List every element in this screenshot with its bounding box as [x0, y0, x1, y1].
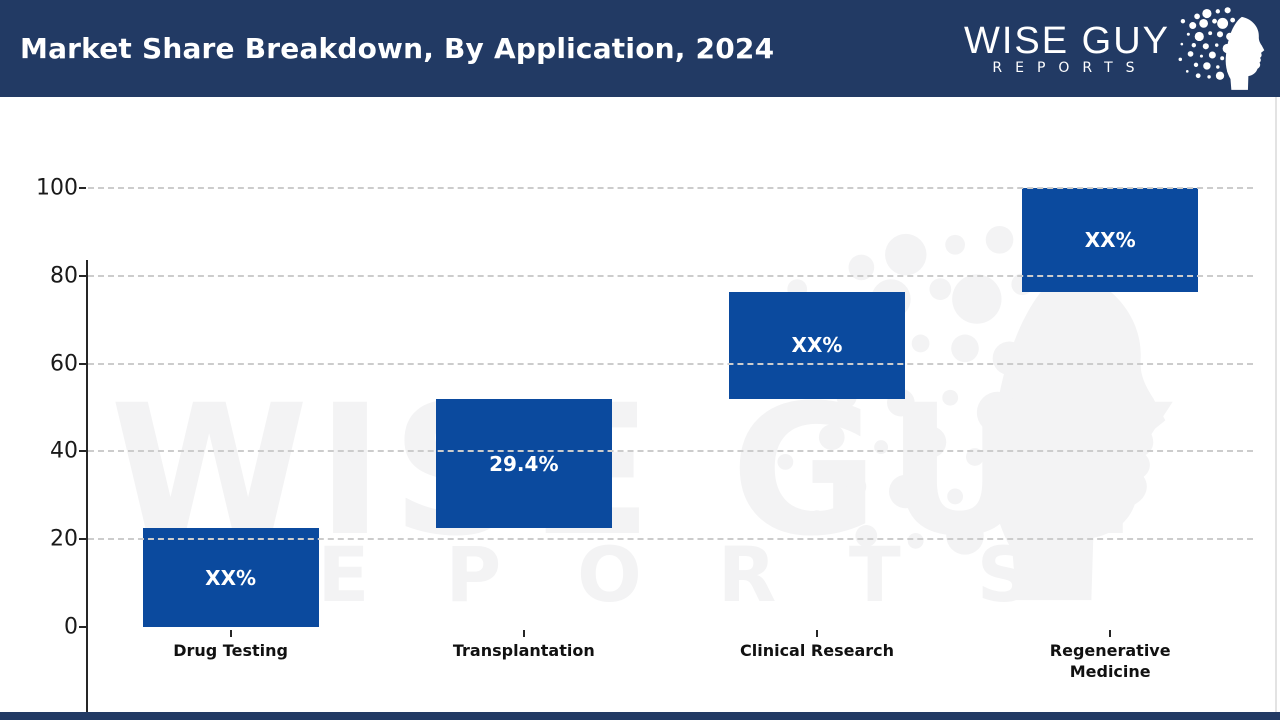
y-axis-line [86, 260, 88, 720]
watermark-subbrand-text: REPORTS [183, 530, 1108, 619]
header-bar: Market Share Breakdown, By Application, … [0, 0, 1280, 97]
gridline-100 [88, 187, 1253, 189]
y-tick-label-20: 20 [50, 526, 78, 552]
chart-area: WISE GUY REPORTS XX% 29.4% XX% XX% 0 20 40 60 8… [0, 97, 1280, 720]
brand-name: WISE GUY [963, 19, 1170, 62]
bar-transplantation [435, 399, 612, 529]
y-tick-label-80: 80 [50, 263, 78, 289]
page-title: Market Share Breakdown, By Application, … [20, 32, 775, 65]
bar-clinical-research [729, 291, 905, 400]
gridline-20 [88, 538, 1253, 541]
y-tick-mark-0 [79, 626, 86, 628]
y-tick-label-0: 0 [64, 614, 78, 640]
x-tick-label-transplantation: Transplantation [452, 641, 595, 660]
bar-drug-testing [142, 528, 319, 627]
y-tick-mark-20 [79, 538, 86, 541]
bar-regenerative-medicine [1022, 188, 1199, 292]
brand-logo-text: WISE GUY REPORTS [963, 19, 1170, 77]
x-tick-label-clinical-research: Clinical Research [739, 641, 895, 660]
x-tick-mark [229, 630, 232, 637]
bar-value-label: XX% [1084, 227, 1136, 252]
gridline-40 [88, 450, 1253, 453]
brand-face-dots-icon [1178, 6, 1265, 90]
brand-logo: WISE GUY REPORTS [963, 6, 1280, 91]
gridline-80 [88, 274, 1253, 277]
x-tick-mark [816, 630, 818, 637]
y-tick-label-40: 40 [50, 438, 78, 464]
x-tick-mark [522, 630, 525, 637]
y-tick-mark-60 [79, 362, 86, 365]
window-edge-line [1275, 97, 1277, 712]
y-tick-mark-40 [79, 450, 86, 453]
y-tick-label-100: 100 [36, 175, 78, 201]
gridline-60 [88, 362, 1253, 365]
brand-subname: REPORTS [992, 60, 1148, 77]
bar-value-label: XX% [791, 333, 843, 358]
y-tick-mark-100 [79, 187, 86, 189]
x-tick-mark [1109, 630, 1112, 637]
footer-bar [0, 712, 1280, 720]
y-tick-mark-80 [79, 274, 86, 277]
x-tick-label-regenerative-medicine: Regenerative Medicine [1049, 641, 1171, 681]
x-tick-label-drug-testing: Drug Testing [173, 641, 288, 660]
y-tick-label-60: 60 [50, 351, 78, 377]
bar-value-label: XX% [205, 565, 257, 590]
bar-value-label: 29.4% [489, 451, 559, 476]
